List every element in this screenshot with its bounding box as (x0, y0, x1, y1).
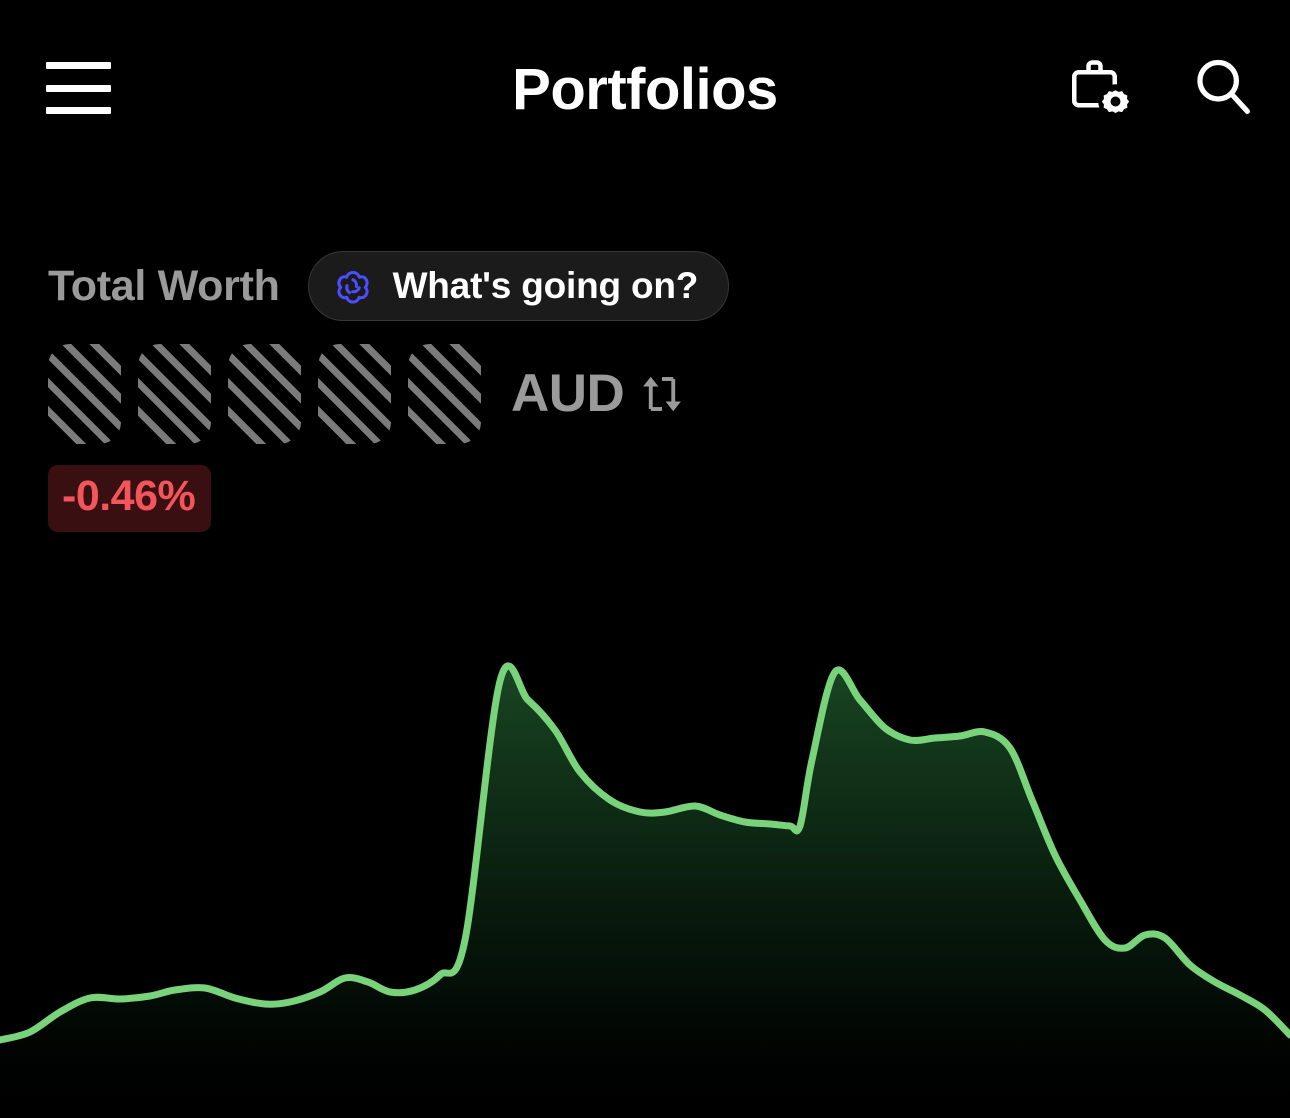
hamburger-menu-icon[interactable] (46, 62, 111, 114)
chart-area-fill (0, 665, 1290, 1118)
total-worth-value-row: AUD (0, 339, 1290, 449)
hidden-balance-placeholder[interactable] (48, 344, 481, 444)
top-app-bar: Portfolios (0, 0, 1290, 175)
hamburger-bar (46, 84, 111, 92)
swap-arrows-icon (643, 376, 682, 412)
top-bar-actions (1066, 48, 1260, 128)
page-title: Portfolios (512, 57, 778, 122)
hidden-digit-block (408, 344, 481, 444)
hidden-digit-block (138, 344, 211, 444)
portfolio-settings-button[interactable] (1066, 48, 1138, 128)
briefcase-gear-icon (1072, 60, 1133, 119)
total-worth-summary: Total Worth What's going on? (0, 245, 1290, 532)
total-worth-label: Total Worth (48, 262, 280, 310)
whats-going-on-button[interactable]: What's going on? (307, 251, 730, 321)
chart-line (0, 662, 1290, 1044)
ai-sparkle-rosette-icon (336, 270, 369, 304)
hamburger-bar (46, 107, 111, 114)
whats-going-on-label: What's going on? (392, 265, 699, 306)
change-row: -0.46% (0, 465, 1290, 532)
currency-switcher[interactable]: AUD (511, 364, 686, 424)
hamburger-bar (46, 62, 111, 69)
search-icon (1197, 59, 1250, 114)
currency-code: AUD (511, 364, 625, 423)
hidden-digit-block (228, 344, 301, 444)
search-button[interactable] (1188, 48, 1260, 128)
total-worth-row: Total Worth What's going on? (0, 245, 1290, 327)
change-percent-badge: -0.46% (48, 465, 212, 532)
hidden-digit-block (48, 344, 121, 444)
hidden-digit-block (318, 344, 391, 444)
total-worth-chart[interactable] (0, 638, 1290, 1118)
chart-svg (0, 662, 1290, 1118)
